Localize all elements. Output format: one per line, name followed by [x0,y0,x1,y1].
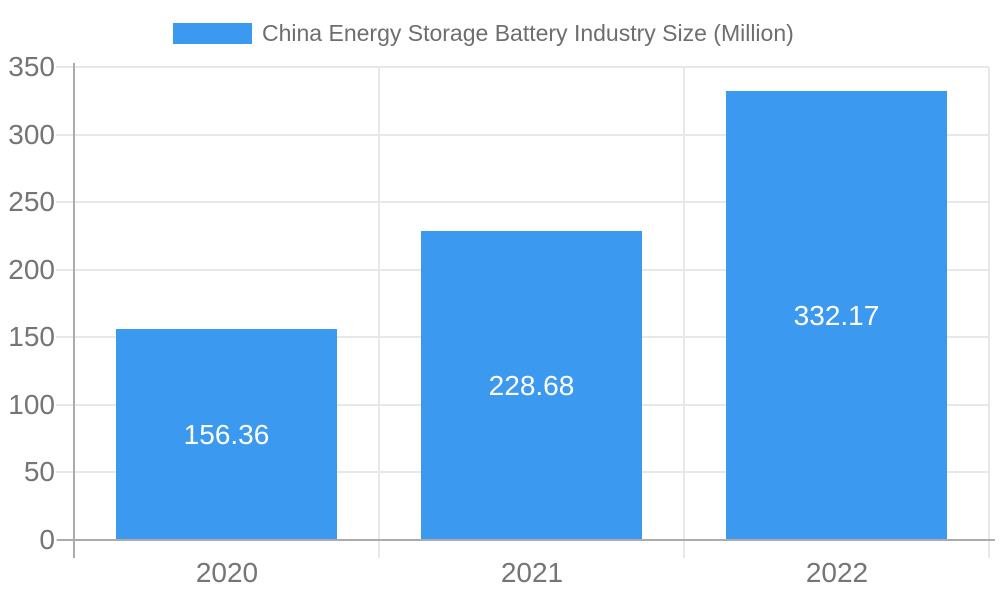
y-axis-tick-label: 200 [8,254,55,285]
y-tick-mark [56,404,74,406]
legend-item[interactable]: China Energy Storage Battery Industry Si… [173,19,794,47]
x-axis-tick-label: 2020 [195,557,259,588]
x-axis-tick-label: 2022 [805,557,869,588]
legend-label: China Energy Storage Battery Industry Si… [262,20,794,46]
y-axis-tick-label: 100 [8,389,55,420]
y-axis-tick-label: 50 [23,456,55,487]
v-gridline [683,67,685,558]
y-axis-tick-label: 150 [8,321,55,352]
h-gridline [74,134,989,136]
x-axis-line [57,539,995,541]
bar-value-label: 332.17 [793,299,880,331]
y-axis-tick-label: 0 [39,524,55,555]
y-axis-tick-label: 250 [8,186,55,217]
bar-value-label: 228.68 [488,369,575,401]
y-axis-tick-label: 350 [8,51,55,82]
h-gridline [74,66,989,68]
legend-swatch [173,22,252,44]
y-tick-mark [56,336,74,338]
y-tick-mark [56,201,74,203]
bar-value-label: 156.36 [183,418,270,450]
y-tick-mark [56,134,74,136]
bar-2022[interactable]: 332.17 [726,91,947,540]
y-axis-line [73,63,75,558]
y-tick-mark [56,269,74,271]
v-gridline [378,67,380,558]
y-tick-mark [56,66,74,68]
bar-2020[interactable]: 156.36 [116,329,337,540]
y-axis-tick-label: 300 [8,119,55,150]
bar-2021[interactable]: 228.68 [421,231,642,540]
v-gridline [988,67,990,558]
x-axis-tick-label: 2021 [500,557,564,588]
h-gridline [74,201,989,203]
y-tick-mark [56,471,74,473]
